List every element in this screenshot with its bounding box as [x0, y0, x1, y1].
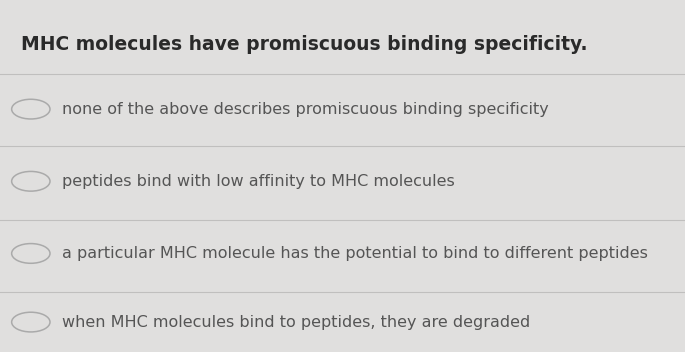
Text: a particular MHC molecule has the potential to bind to different peptides: a particular MHC molecule has the potent… [62, 246, 647, 261]
Text: peptides bind with low affinity to MHC molecules: peptides bind with low affinity to MHC m… [62, 174, 454, 189]
Text: MHC molecules have promiscuous binding specificity.: MHC molecules have promiscuous binding s… [21, 35, 587, 54]
Text: none of the above describes promiscuous binding specificity: none of the above describes promiscuous … [62, 102, 549, 117]
Text: MHC molecules have promiscuous binding specificity.: MHC molecules have promiscuous binding s… [21, 35, 587, 54]
Text: when MHC molecules bind to peptides, they are degraded: when MHC molecules bind to peptides, the… [62, 315, 530, 329]
